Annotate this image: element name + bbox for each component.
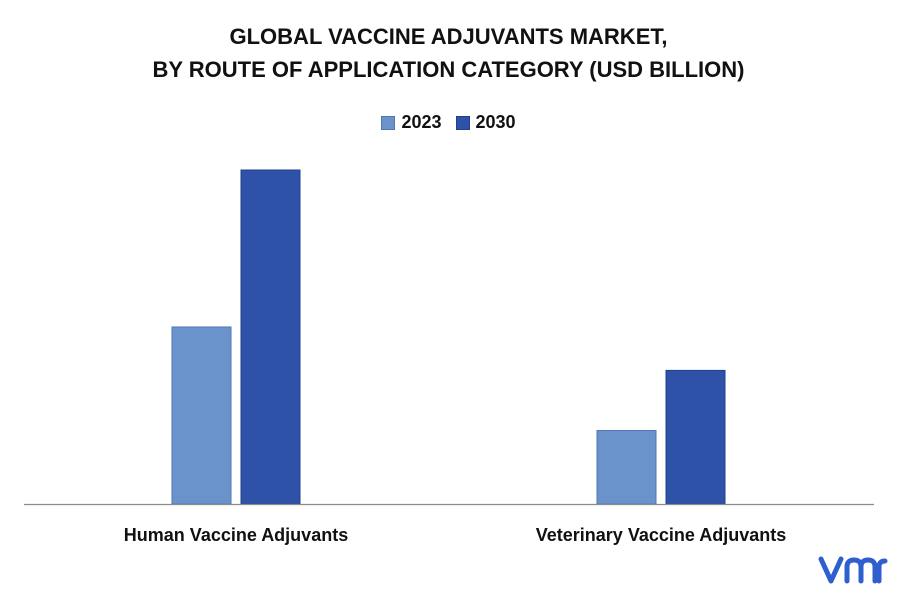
category-label-0: Human Vaccine Adjuvants bbox=[124, 525, 348, 545]
bar-2030-veterinary-vaccine-adjuvants bbox=[665, 369, 726, 505]
bar-2023-veterinary-vaccine-adjuvants bbox=[596, 430, 657, 505]
bar-2030-human-vaccine-adjuvants bbox=[240, 169, 301, 505]
legend-item-2030: 2030 bbox=[455, 112, 516, 133]
chart-title: GLOBAL VACCINE ADJUVANTS MARKET, BY ROUT… bbox=[0, 20, 897, 86]
legend-swatch-2023 bbox=[381, 115, 396, 130]
chart-legend: 2023 2030 bbox=[0, 112, 897, 133]
legend-item-2023: 2023 bbox=[381, 112, 442, 133]
category-label-1: Veterinary Vaccine Adjuvants bbox=[536, 525, 786, 545]
legend-label-2023: 2023 bbox=[401, 112, 442, 132]
chart-title-line-2: BY ROUTE OF APPLICATION CATEGORY (USD BI… bbox=[152, 57, 745, 82]
legend-label-2030: 2030 bbox=[475, 112, 516, 132]
legend-swatch-2030 bbox=[455, 115, 470, 130]
vmr-logo-icon bbox=[818, 556, 888, 584]
bar-2023-human-vaccine-adjuvants bbox=[171, 326, 232, 505]
chart-title-line-1: GLOBAL VACCINE ADJUVANTS MARKET, bbox=[229, 24, 668, 49]
